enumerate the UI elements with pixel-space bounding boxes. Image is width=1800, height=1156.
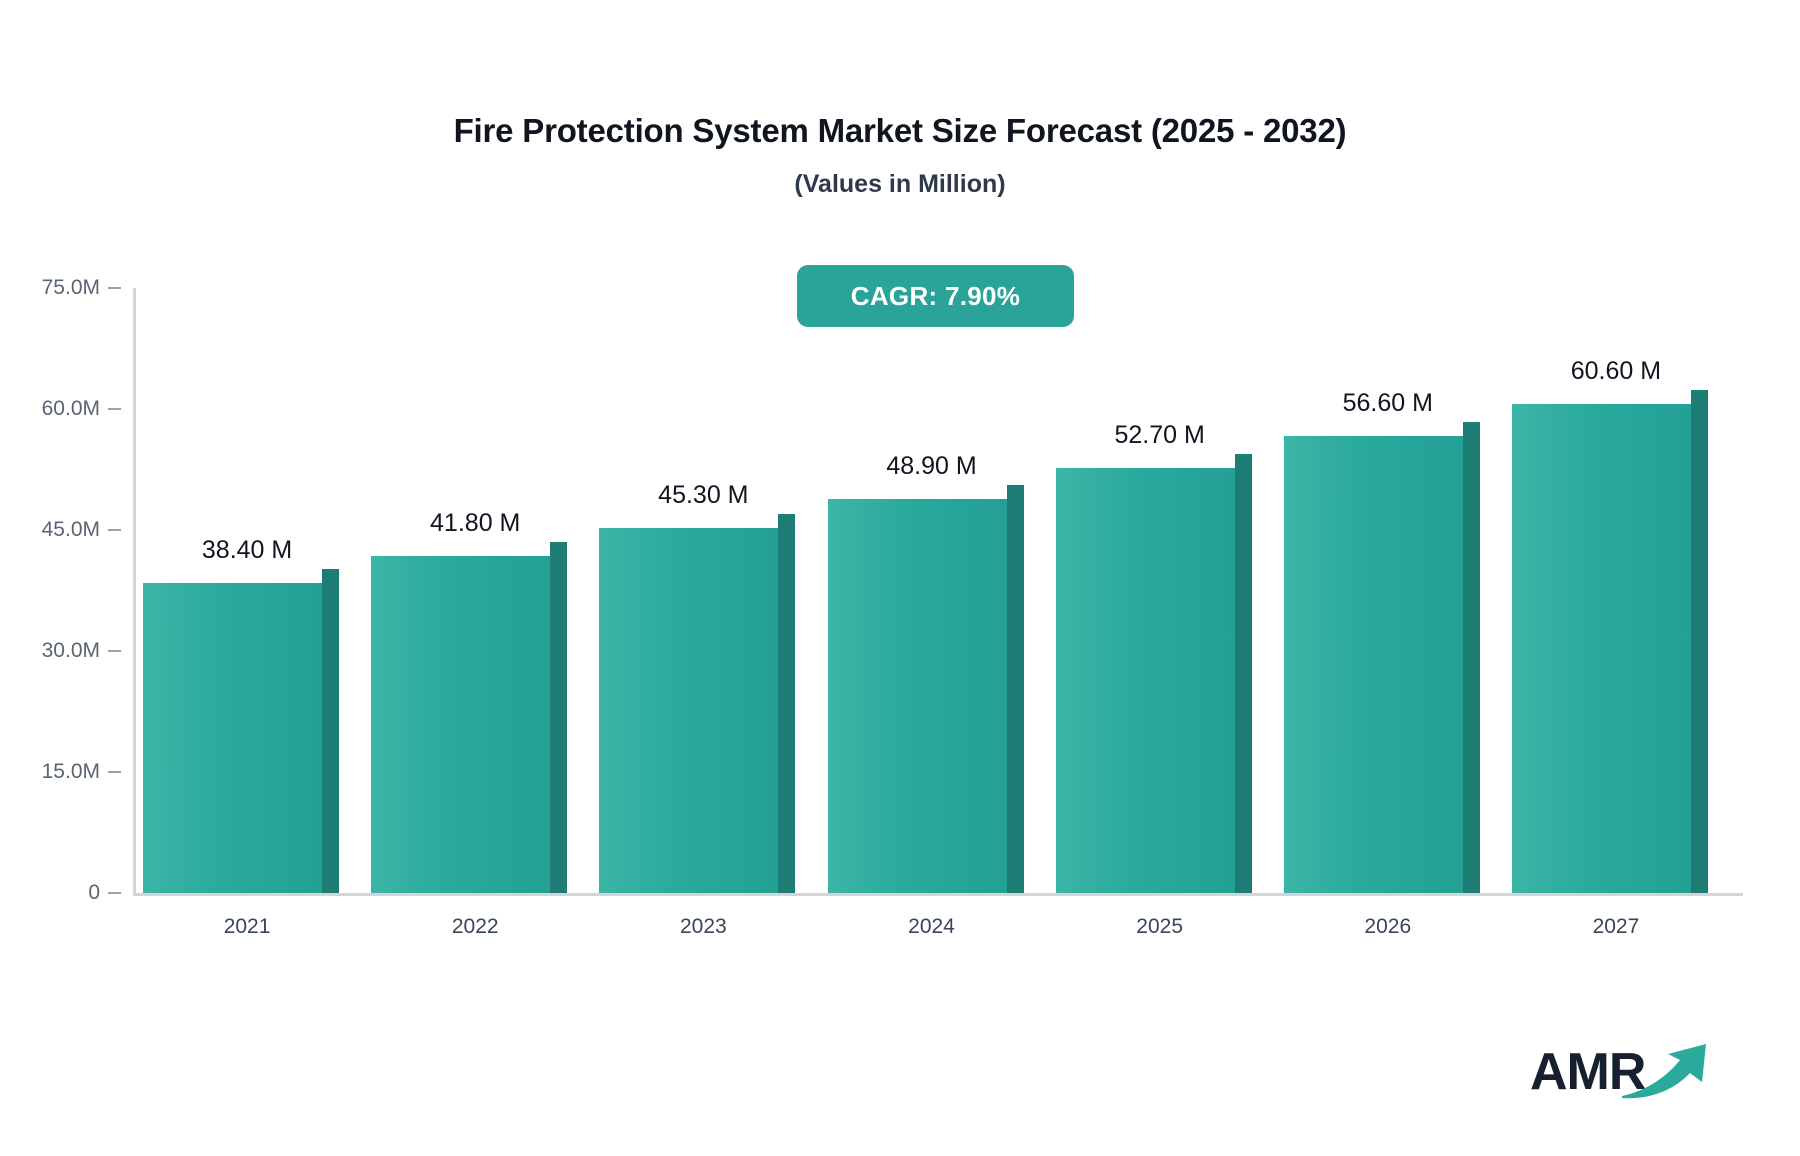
bar-value-label: 41.80 M xyxy=(430,508,521,537)
y-axis-tick-label: 45.0M xyxy=(41,518,100,541)
bar-value-label: 52.70 M xyxy=(1114,420,1205,449)
cagr-badge-label: CAGR: 7.90% xyxy=(850,280,1021,311)
bar-value-label: 56.60 M xyxy=(1342,389,1433,418)
bar[interactable] xyxy=(371,541,568,893)
bar-front-face xyxy=(371,555,551,893)
x-axis-tick-label: 2023 xyxy=(679,915,727,938)
bar-side-face xyxy=(1234,453,1252,893)
bar-front-face xyxy=(1511,404,1691,893)
bar-value-label: 45.30 M xyxy=(658,480,749,509)
amr-logo-text: AMR xyxy=(1530,1043,1646,1101)
x-axis-line xyxy=(133,893,1743,896)
bar-front-face xyxy=(599,527,779,893)
bar-side-face xyxy=(1462,422,1480,893)
x-axis-tick-label: 2022 xyxy=(451,915,499,938)
x-axis-tick-label: 2027 xyxy=(1592,915,1640,938)
bar[interactable] xyxy=(1511,390,1708,893)
x-axis-tick-label: 2026 xyxy=(1364,915,1412,938)
x-axis-tick-label: 2024 xyxy=(908,915,955,938)
page-title: Fire Protection System Market Size Forec… xyxy=(453,112,1347,149)
y-axis-line xyxy=(133,288,136,895)
bar-side-face xyxy=(322,569,340,893)
bar-front-face xyxy=(1055,467,1235,893)
cagr-badge: CAGR: 7.90% xyxy=(797,265,1074,327)
bar-side-face xyxy=(778,513,796,893)
bar[interactable] xyxy=(599,513,796,893)
bar-value-label: 48.90 M xyxy=(886,451,977,480)
bar-value-label: 60.60 M xyxy=(1570,357,1662,386)
bar-front-face xyxy=(827,498,1007,893)
amr-logo: AMR xyxy=(1530,1040,1710,1110)
y-axis-tick-label: 75.0M xyxy=(41,276,100,299)
bar[interactable] xyxy=(1283,422,1480,893)
bar-side-face xyxy=(1690,390,1708,893)
y-axis-tick-label: 60.0M xyxy=(41,397,100,420)
bar-front-face xyxy=(1283,436,1463,893)
bar[interactable] xyxy=(143,569,340,893)
x-axis-tick-label: 2025 xyxy=(1136,915,1183,938)
bar-side-face xyxy=(1006,484,1024,893)
bar-front-face xyxy=(143,583,323,893)
y-axis-tick-mark xyxy=(108,287,121,289)
bar-value-label: 38.40 M xyxy=(201,536,293,565)
x-axis-tick-label: 2021 xyxy=(223,915,271,938)
y-axis-tick-label: 15.0M xyxy=(41,760,100,783)
bar[interactable] xyxy=(827,484,1024,893)
y-axis-tick-mark xyxy=(108,892,121,894)
chart-subtitle: (Values in Million) xyxy=(794,170,1006,198)
growth-arrow-icon xyxy=(1622,1044,1706,1099)
y-axis-tick-mark xyxy=(108,408,121,410)
y-axis-tick-mark xyxy=(108,771,121,773)
bar-side-face xyxy=(550,541,568,893)
y-axis-tick-mark xyxy=(108,529,121,531)
y-axis-tick-label: 30.0M xyxy=(41,639,100,662)
y-axis-tick-mark xyxy=(108,650,121,652)
y-axis-tick-label: 0 xyxy=(88,881,100,904)
bar[interactable] xyxy=(1055,453,1252,893)
